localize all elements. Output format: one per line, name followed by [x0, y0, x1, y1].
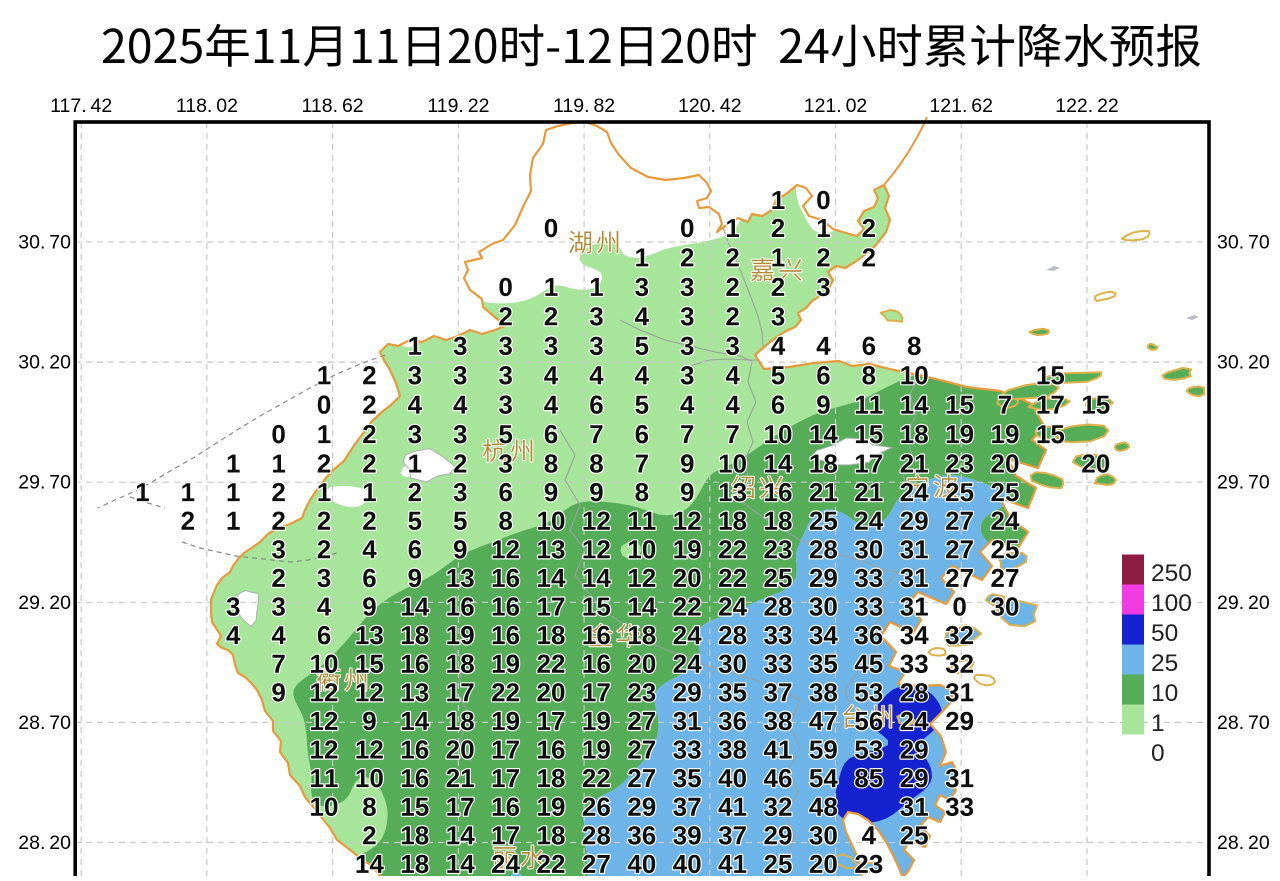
svg-text:117. 42: 117. 42 [50, 95, 112, 117]
svg-text:28. 70: 28. 70 [18, 712, 71, 734]
svg-text:121. 02: 121. 02 [804, 95, 868, 117]
svg-text:1: 1 [1151, 710, 1165, 737]
svg-text:30. 20: 30. 20 [18, 352, 71, 374]
svg-text:250: 250 [1151, 560, 1192, 587]
svg-text:30. 70: 30. 70 [1217, 232, 1270, 254]
svg-text:122. 22: 122. 22 [1055, 95, 1119, 117]
svg-text:119. 22: 119. 22 [427, 95, 489, 117]
svg-text:29. 70: 29. 70 [18, 472, 71, 494]
svg-text:28. 20: 28. 20 [1217, 832, 1270, 854]
svg-text:28. 20: 28. 20 [18, 832, 71, 854]
svg-text:29. 20: 29. 20 [18, 592, 71, 614]
svg-text:0: 0 [1151, 740, 1165, 767]
svg-text:121. 62: 121. 62 [929, 95, 993, 117]
svg-text:10: 10 [1151, 680, 1178, 707]
svg-text:30. 20: 30. 20 [1217, 352, 1270, 374]
svg-text:118. 02: 118. 02 [176, 95, 238, 117]
svg-text:119. 82: 119. 82 [553, 95, 615, 117]
svg-text:29. 70: 29. 70 [1217, 472, 1270, 494]
svg-text:118. 62: 118. 62 [302, 95, 364, 117]
svg-text:25: 25 [1151, 650, 1178, 677]
svg-text:120. 42: 120. 42 [678, 95, 742, 117]
svg-text:100: 100 [1151, 590, 1192, 617]
svg-text:30. 70: 30. 70 [18, 232, 71, 254]
svg-text:50: 50 [1151, 620, 1178, 647]
svg-text:28. 70: 28. 70 [1217, 712, 1270, 734]
svg-text:29. 20: 29. 20 [1217, 592, 1270, 614]
